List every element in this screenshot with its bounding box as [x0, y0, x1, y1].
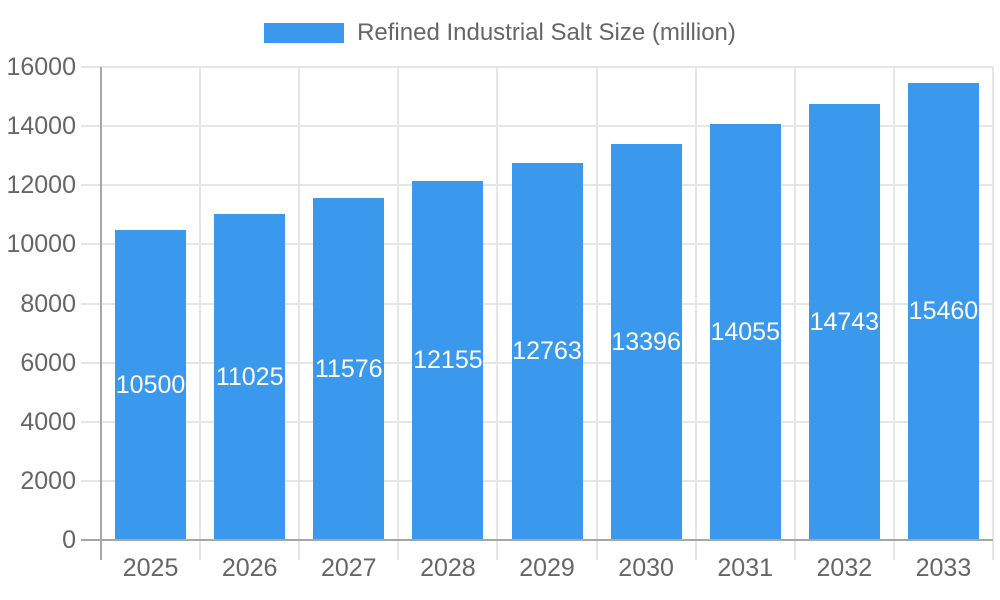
x-axis-tick-label: 2028 — [420, 554, 476, 582]
x-axis-tick-label: 2025 — [122, 554, 179, 582]
x-gridline — [694, 67, 697, 560]
x-gridline — [496, 67, 499, 560]
y-axis-tick-label: 4000 — [20, 407, 76, 436]
y-axis-tick-label: 6000 — [20, 348, 76, 377]
y-gridline — [81, 125, 993, 128]
x-axis-line — [81, 539, 993, 541]
x-axis-tick-label: 2033 — [915, 554, 972, 582]
legend-swatch — [264, 23, 345, 43]
x-axis-tick-label: 2027 — [320, 554, 377, 582]
x-gridline — [397, 67, 400, 560]
x-axis-tick-label: 2032 — [816, 554, 873, 582]
x-axis-tick-label: 2031 — [717, 554, 774, 582]
x-axis-tick-label: 2030 — [618, 554, 674, 582]
bar-value-label: 10500 — [115, 370, 186, 399]
x-gridline — [892, 67, 895, 560]
bar-value-label: 14055 — [710, 318, 780, 347]
y-gridline — [81, 66, 993, 68]
x-gridline — [298, 67, 301, 560]
bar-2032[interactable] — [808, 104, 880, 540]
x-axis-tick-label: 2026 — [221, 554, 278, 582]
x-gridline — [199, 67, 202, 560]
bar-value-label: 11576 — [314, 354, 383, 383]
bar-value-label: 15460 — [908, 297, 979, 326]
bar-2026[interactable] — [214, 214, 286, 540]
x-gridline — [793, 67, 796, 560]
bar-2029[interactable] — [511, 162, 583, 540]
y-axis-tick-label: 8000 — [20, 289, 76, 318]
x-axis-tick-label: 2029 — [519, 554, 575, 582]
legend-item[interactable]: Refined Industrial Salt Size (million) — [0, 13, 1000, 53]
y-axis-tick-label: 2000 — [20, 466, 76, 495]
x-gridline — [992, 67, 994, 560]
bar-2028[interactable] — [412, 180, 484, 540]
bar-2030[interactable] — [610, 143, 682, 540]
y-axis-line — [100, 67, 102, 560]
y-axis-tick-label: 14000 — [6, 112, 76, 141]
bar-value-label: 14743 — [809, 308, 880, 337]
bar-2027[interactable] — [313, 197, 385, 540]
bar-2025[interactable] — [115, 229, 187, 540]
bar-2033[interactable] — [907, 82, 979, 540]
x-gridline — [595, 67, 598, 560]
bar-value-label: 12155 — [413, 346, 483, 375]
y-axis-tick-label: 10000 — [6, 230, 76, 259]
y-axis-tick-label: 0 — [62, 526, 76, 554]
bar-value-label: 12763 — [512, 337, 582, 366]
legend-label: Refined Industrial Salt Size (million) — [357, 19, 736, 46]
bar-value-label: 11025 — [215, 363, 284, 392]
y-axis-tick-label: 16000 — [6, 53, 76, 81]
bar-2031[interactable] — [709, 124, 781, 540]
bar-value-label: 13396 — [611, 327, 681, 356]
y-axis-tick-label: 12000 — [6, 171, 76, 200]
